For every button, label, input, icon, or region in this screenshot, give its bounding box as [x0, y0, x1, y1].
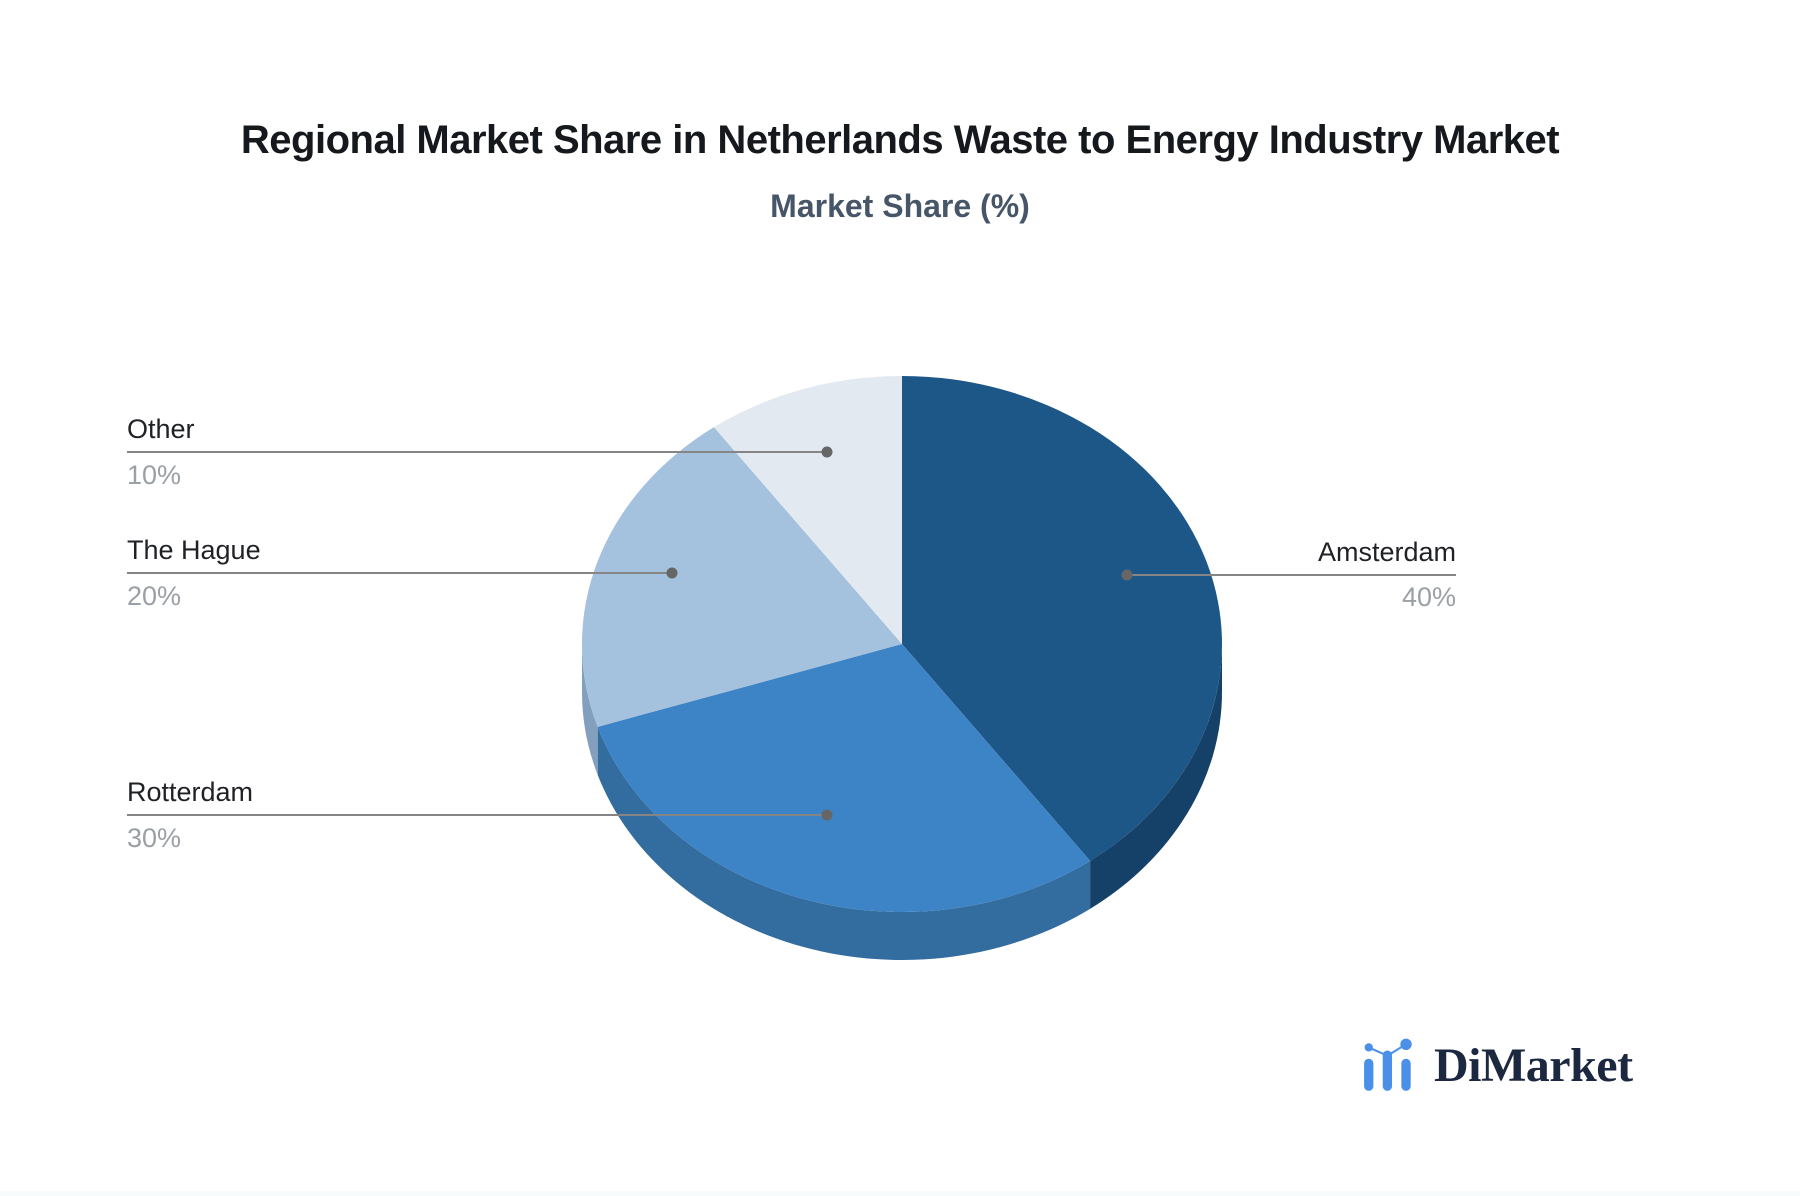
slice-pct-rotterdam: 30%: [127, 823, 182, 853]
pie-slice-rotterdam[interactable]: [597, 644, 1091, 912]
logo-bar-2: [1382, 1050, 1393, 1091]
footer-strip: [0, 1191, 1800, 1196]
slice-label-rotterdam: Rotterdam: [127, 777, 254, 807]
logo-dot-2: [1383, 1051, 1392, 1060]
leader-dot-rotterdam: [821, 809, 833, 821]
slice-pct-the-hague: 20%: [127, 581, 182, 611]
chart-title: Regional Market Share in Netherlands Was…: [240, 118, 1560, 162]
pie-slice-other[interactable]: [713, 376, 902, 644]
pie-side-the-hague: [582, 644, 598, 775]
slice-label-the-hague: The Hague: [127, 535, 261, 565]
pie-side-amsterdam: [1090, 644, 1222, 909]
leader-dot-amsterdam: [1121, 569, 1133, 581]
logo-bar-1: [1364, 1058, 1374, 1091]
pie-slice-the-hague[interactable]: [582, 427, 902, 727]
slice-pct-amsterdam: 40%: [1401, 582, 1456, 612]
pie-slice-amsterdam[interactable]: [902, 376, 1222, 861]
logo-dot-1: [1364, 1043, 1373, 1052]
bar-line-chart-icon: [1364, 1038, 1412, 1091]
leader-dot-the-hague: [666, 567, 678, 579]
brand-logo-text: DiMarket: [1434, 1038, 1633, 1092]
logo-bar-3: [1401, 1058, 1411, 1091]
slice-label-other: Other: [127, 414, 195, 444]
brand-logo: DiMarket: [1362, 1036, 1633, 1094]
chart-subtitle: Market Share (%): [770, 188, 1030, 224]
logo-dot-3: [1400, 1038, 1412, 1050]
leader-dot-other: [821, 446, 833, 458]
pie-side-rotterdam: [597, 726, 1091, 960]
slice-label-amsterdam: Amsterdam: [1317, 537, 1456, 567]
slice-pct-other: 10%: [127, 460, 182, 490]
